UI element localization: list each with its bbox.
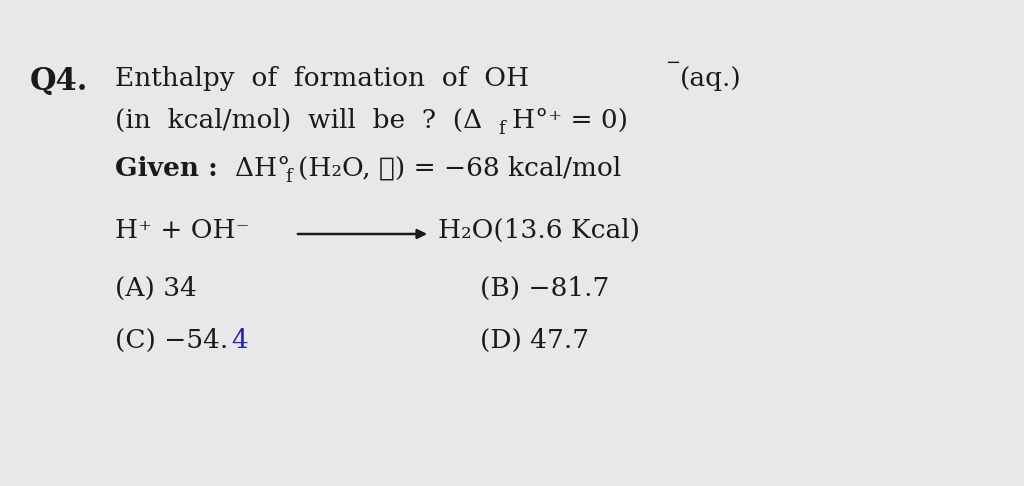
- Text: Given :: Given :: [115, 156, 218, 181]
- Text: H₂O(13.6 Kcal): H₂O(13.6 Kcal): [438, 218, 640, 243]
- Text: H⁺ + OH⁻: H⁺ + OH⁻: [115, 218, 250, 243]
- Text: (aq.): (aq.): [680, 66, 741, 91]
- Text: (H₂O, ℓ) = −68 kcal/mol: (H₂O, ℓ) = −68 kcal/mol: [298, 156, 622, 181]
- Text: (B) −81.7: (B) −81.7: [480, 276, 609, 301]
- Text: (C) −54.: (C) −54.: [115, 328, 228, 353]
- Text: Enthalpy  of  formation  of  OH: Enthalpy of formation of OH: [115, 66, 529, 91]
- Text: ΔH°: ΔH°: [234, 156, 290, 181]
- Text: (D) 47.7: (D) 47.7: [480, 328, 589, 353]
- Text: (in  kcal/mol)  will  be  ?  (Δ: (in kcal/mol) will be ? (Δ: [115, 108, 482, 133]
- Text: f: f: [498, 120, 505, 138]
- Text: H°⁺ = 0): H°⁺ = 0): [512, 108, 628, 133]
- Text: (A) 34: (A) 34: [115, 276, 197, 301]
- Text: f: f: [285, 168, 292, 186]
- Text: 4: 4: [231, 328, 248, 353]
- Text: Q4.: Q4.: [30, 66, 88, 97]
- Text: −: −: [665, 54, 680, 72]
